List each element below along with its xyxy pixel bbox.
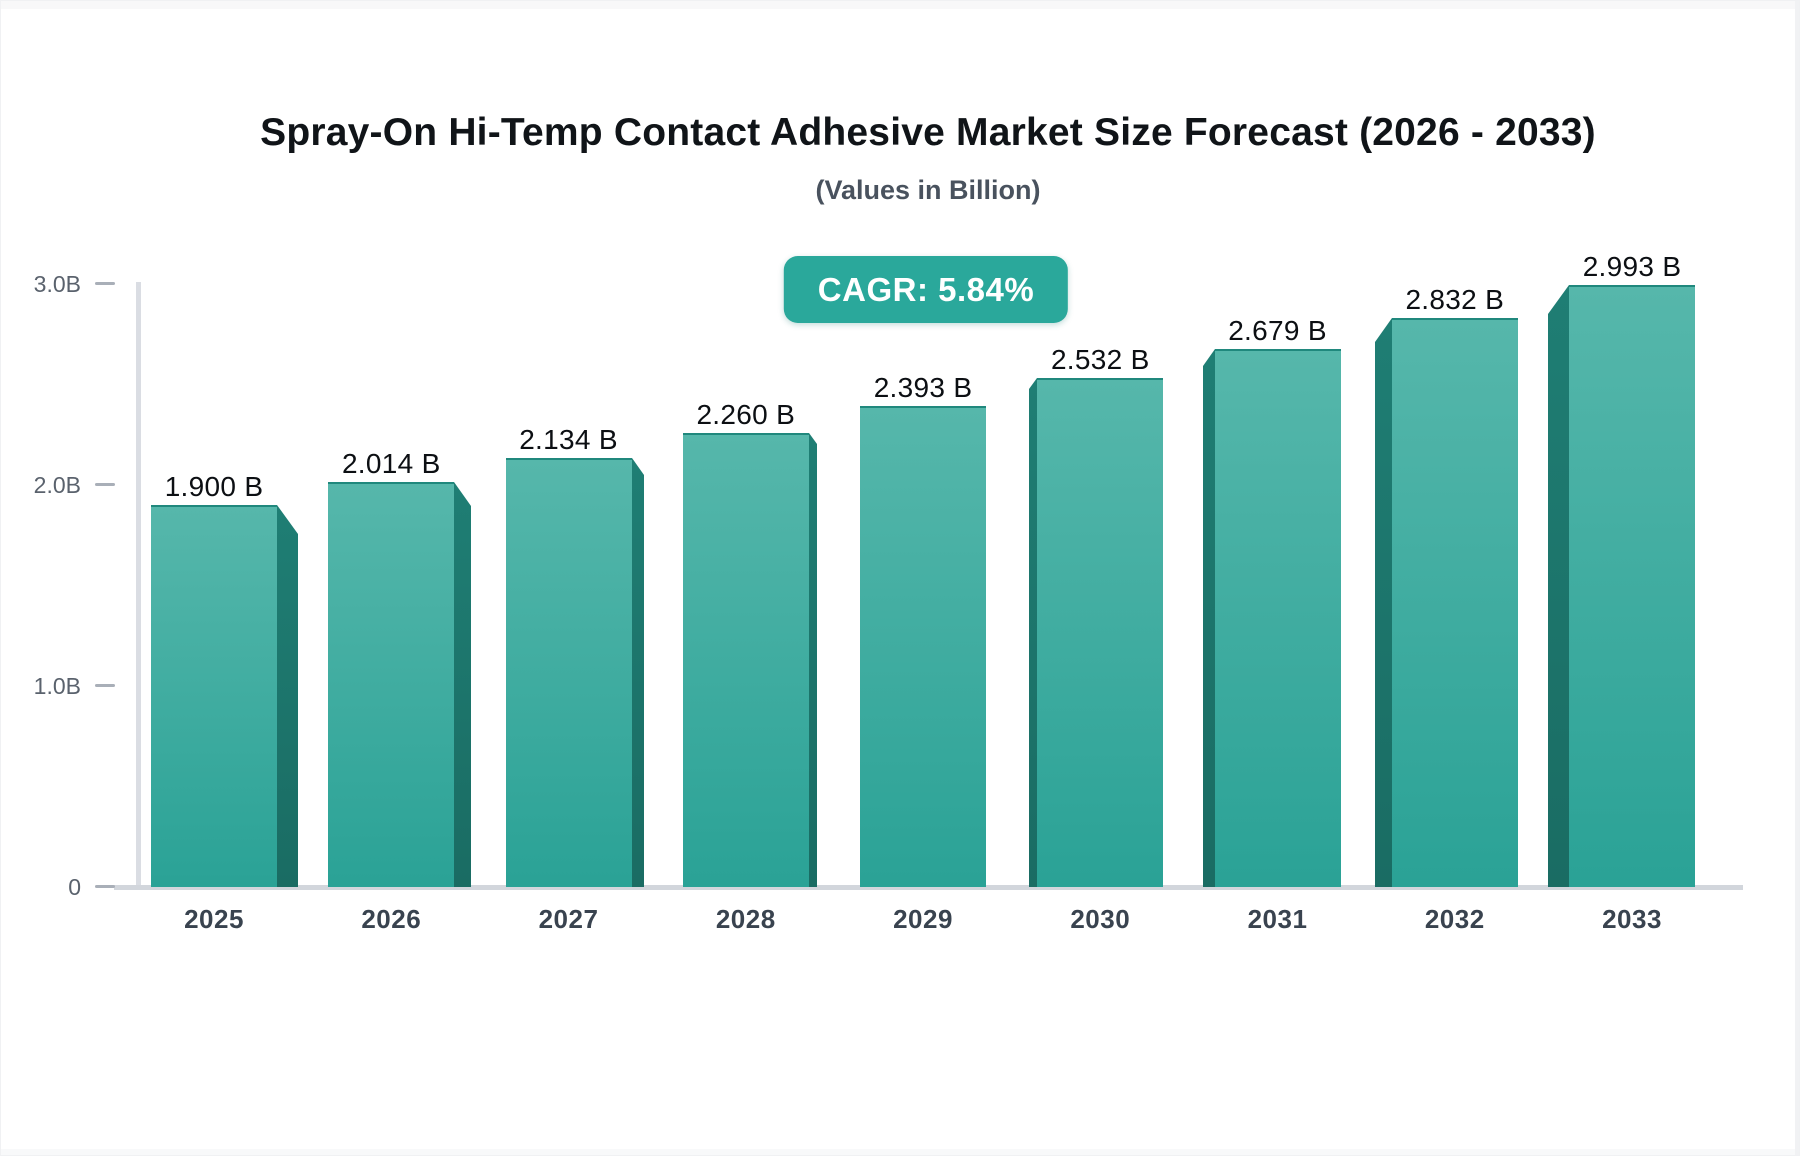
bar-group[interactable] [683, 433, 817, 887]
bar-face[interactable] [1037, 378, 1163, 887]
x-axis-label: 2027 [538, 904, 599, 934]
bar-group[interactable] [1375, 318, 1518, 887]
bar-group[interactable] [1029, 378, 1163, 887]
x-axis-label: 2026 [361, 904, 422, 934]
bar-face[interactable] [328, 482, 454, 887]
bar-face[interactable] [860, 406, 986, 887]
y-tick-label: 1.0B [33, 673, 81, 699]
bar-face[interactable] [151, 505, 277, 887]
y-tick-label: 0 [68, 874, 81, 900]
bar-value-label: 1.900 B [164, 471, 264, 502]
bar-value-label: 2.993 B [1582, 251, 1682, 282]
bar-group[interactable] [328, 482, 471, 887]
bar-group[interactable] [1203, 349, 1341, 887]
bar-value-label: 2.260 B [696, 399, 796, 430]
y-tick-dash [95, 885, 115, 888]
bar-group[interactable] [151, 505, 298, 887]
y-tick-dash [95, 483, 115, 486]
y-tick-dash [95, 684, 115, 687]
cagr-badge: CAGR: 5.84% [783, 256, 1069, 323]
bar-value-label: 2.679 B [1228, 315, 1327, 346]
bar-face[interactable] [683, 433, 809, 887]
bar-side-face [1548, 285, 1569, 887]
page-title: Spray-On Hi-Temp Contact Adhesive Market… [260, 111, 1596, 154]
y-tick-label: 3.0B [33, 271, 81, 297]
x-axis-label: 2031 [1247, 904, 1308, 934]
page-subtitle: (Values in Billion) [815, 175, 1041, 205]
bar-group[interactable] [860, 406, 986, 887]
cagr-badge-label: CAGR: 5.84% [817, 271, 1035, 308]
x-axis-label: 2030 [1070, 904, 1131, 934]
bottom-edge-strip [1, 1149, 1799, 1155]
bar-face[interactable] [1215, 349, 1341, 887]
right-edge-strip [1795, 1, 1799, 1155]
bar-face[interactable] [1392, 318, 1518, 887]
y-tick-label: 2.0B [33, 472, 81, 498]
bar-value-label: 2.393 B [873, 372, 973, 403]
x-axis-label: 2033 [1602, 904, 1662, 934]
bar-value-label: 2.532 B [1050, 344, 1150, 375]
bar-face[interactable] [1569, 285, 1695, 887]
bar-group[interactable] [1548, 285, 1695, 887]
bar-value-label: 2.832 B [1405, 284, 1505, 315]
top-edge-strip [1, 1, 1799, 9]
bar-value-label: 2.014 B [341, 448, 441, 479]
bar-side-face [277, 505, 298, 887]
bar-face[interactable] [506, 458, 632, 887]
x-axis-label: 2028 [715, 904, 776, 934]
x-axis-line [114, 885, 1743, 890]
bar-side-face [632, 458, 644, 887]
bar-side-face [809, 433, 817, 887]
bar-side-face [1203, 349, 1215, 887]
bar-side-face [1029, 378, 1037, 887]
x-axis-label: 2029 [893, 904, 953, 934]
x-axis-label: 2032 [1424, 904, 1485, 934]
y-axis-line [136, 282, 141, 887]
bar-side-face [454, 482, 471, 887]
y-tick-dash [95, 282, 115, 285]
bar-value-label: 2.134 B [519, 424, 618, 455]
x-axis-label: 2025 [184, 904, 244, 934]
bar-group[interactable] [506, 458, 644, 887]
bar-side-face [1375, 318, 1392, 887]
